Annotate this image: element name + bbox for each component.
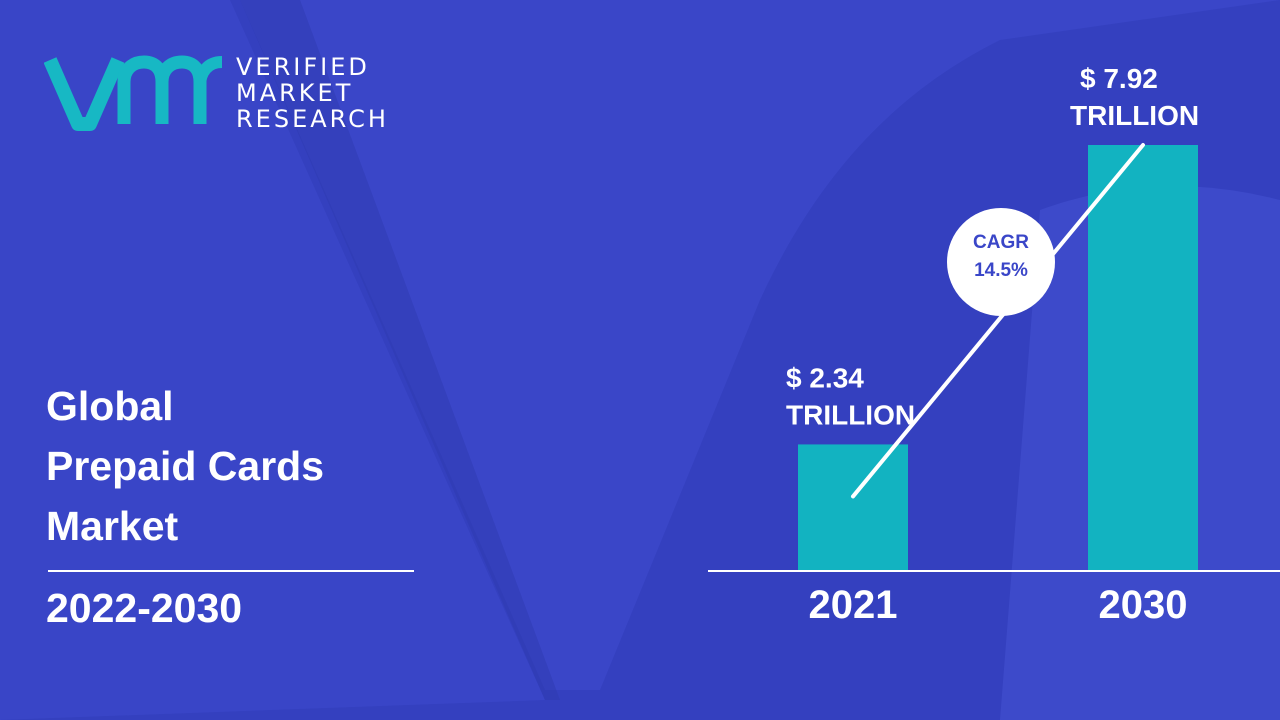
brand-line-2: MARKET xyxy=(236,79,354,107)
vmr-logo-icon xyxy=(44,55,223,131)
background-left-panel xyxy=(0,0,545,720)
category-label-2030: 2030 xyxy=(1099,583,1188,627)
value-unit-2030: TRILLION xyxy=(1070,100,1199,131)
bar-2021 xyxy=(798,444,908,570)
value-label-2021: $ 2.34 xyxy=(786,362,864,393)
brand-line-3: RESEARCH xyxy=(236,105,389,133)
page-title: Global Prepaid Cards Market xyxy=(46,376,324,556)
bar-2030 xyxy=(1088,145,1198,570)
value-unit-2021: TRILLION xyxy=(786,399,915,430)
title-line-2: Prepaid Cards xyxy=(46,443,324,489)
value-label-2030: $ 7.92 xyxy=(1080,63,1158,94)
cagr-badge xyxy=(947,208,1055,316)
bar-group: 2021 $ 2.34 TRILLION 2030 $ 7.92 TRILLION xyxy=(786,63,1199,627)
cagr-value: 14.5% xyxy=(974,260,1028,281)
brand-name: VERIFIED MARKET RESEARCH xyxy=(236,54,389,132)
title-divider xyxy=(48,570,414,572)
title-line-1: Global xyxy=(46,383,174,429)
forecast-period: 2022-2030 xyxy=(46,585,243,631)
cagr-trend-line xyxy=(851,143,1145,499)
category-label-2021: 2021 xyxy=(809,583,898,627)
cagr-label: CAGR xyxy=(973,232,1029,253)
background-v-stroke xyxy=(240,0,560,700)
brand-line-1: VERIFIED xyxy=(236,53,370,81)
title-line-3: Market xyxy=(46,503,179,549)
